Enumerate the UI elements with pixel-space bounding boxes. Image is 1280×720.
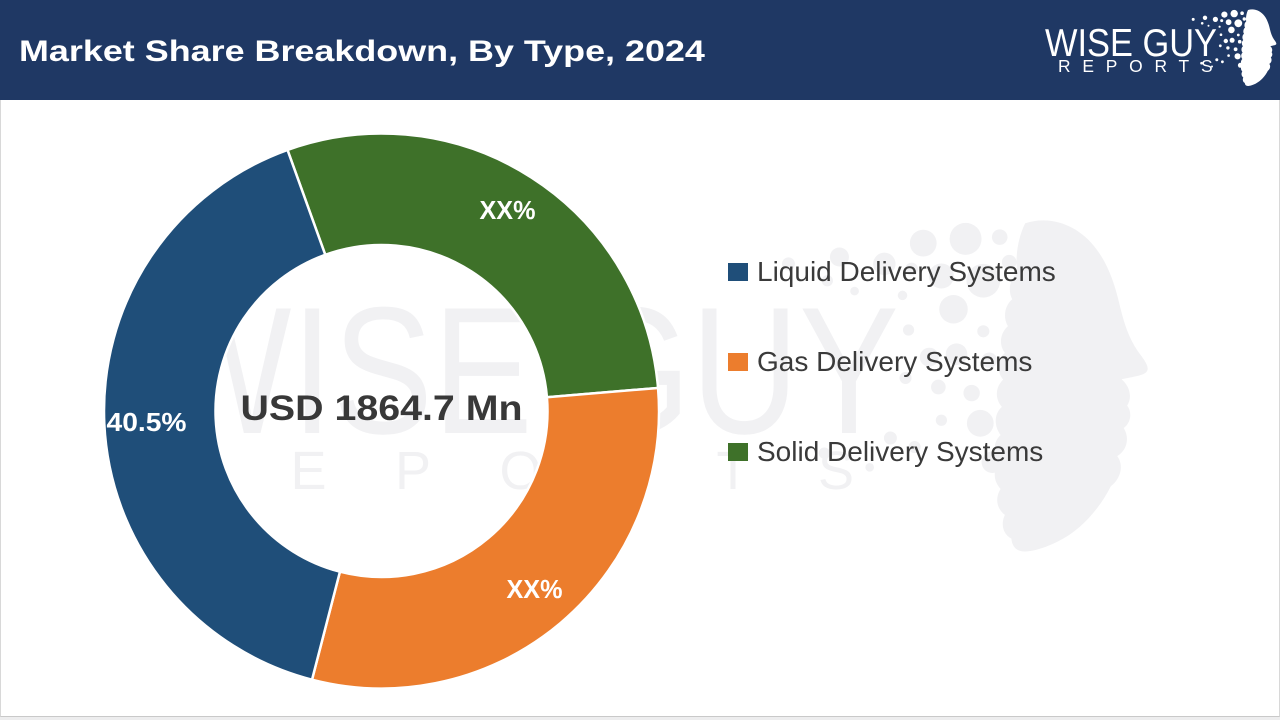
- svg-text:XX%: XX%: [507, 574, 563, 604]
- svg-text:40.5%: 40.5%: [107, 407, 187, 437]
- svg-text:WISE GUY: WISE GUY: [1045, 22, 1217, 65]
- svg-text:REPORTS: REPORTS: [1058, 56, 1224, 76]
- svg-text:XX%: XX%: [480, 195, 536, 225]
- svg-text:USD 1864.7 Mn: USD 1864.7 Mn: [241, 389, 523, 428]
